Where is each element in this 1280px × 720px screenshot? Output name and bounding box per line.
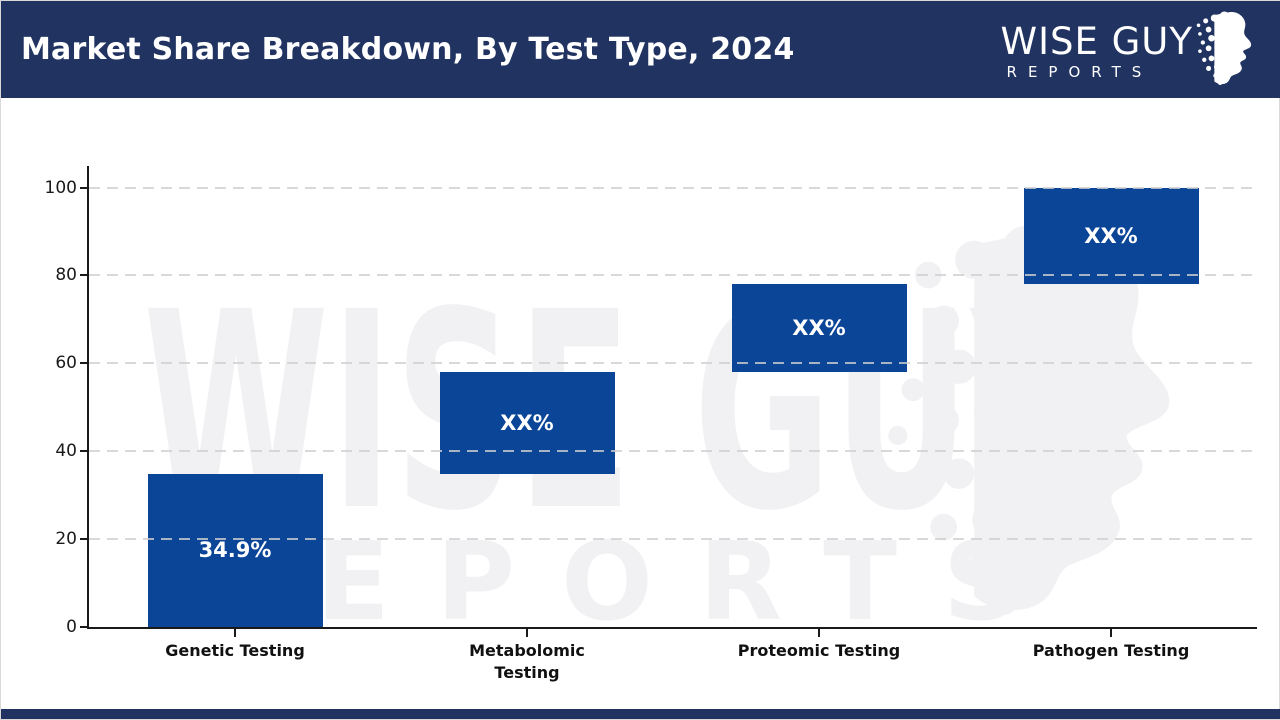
category-label: Genetic Testing [165,641,305,660]
footer-bar [1,709,1280,719]
bar-value-label: XX% [500,410,554,435]
category-label: Proteomic Testing [737,641,901,660]
x-tick-mark [818,629,820,637]
gridline [89,274,1257,277]
y-tick-label: 0 [66,617,77,637]
y-tick-label: 100 [44,177,77,198]
wiseguy-logo-text: WISE GUY REPORTS [1001,23,1193,80]
bar-segment [731,284,907,373]
x-tick-mark [234,629,236,637]
y-axis-spine [87,166,89,629]
bar-value-label: XX% [1084,223,1138,248]
gridline [89,186,1257,189]
x-axis-spine [87,627,1257,629]
y-tick-mark [80,274,88,277]
category-label: Pathogen Testing [1032,641,1190,660]
logo-reports-label: REPORTS [1006,63,1153,81]
category-label: Metabolomic Testing [469,641,585,682]
y-tick-label: 80 [55,265,77,286]
page-title: Market Share Breakdown, By Test Type, 20… [21,32,795,67]
gridline [89,362,1257,365]
bar-segment [439,372,615,474]
y-tick-mark [80,362,88,365]
y-tick-label: 60 [55,353,77,374]
y-tick-mark [80,538,88,541]
gridline [89,450,1257,453]
wiseguy-logo-head-icon [1187,7,1259,91]
bar-value-label: XX% [792,316,846,341]
wiseguy-logo: WISE GUY REPORTS [1001,9,1259,91]
y-tick-label: 40 [55,441,77,462]
y-tick-mark [80,450,88,453]
y-tick-mark [80,626,88,628]
y-tick-mark [80,186,88,189]
y-tick-label: 20 [55,529,77,550]
bar-value-label: 34.9% [198,538,272,563]
x-tick-mark [526,629,528,637]
header-bar: Market Share Breakdown, By Test Type, 20… [1,1,1280,98]
logo-wiseguy-label: WISE GUY [1000,20,1193,63]
gridline [89,538,1257,541]
x-tick-mark [1110,629,1112,637]
bar-segment [147,473,323,627]
